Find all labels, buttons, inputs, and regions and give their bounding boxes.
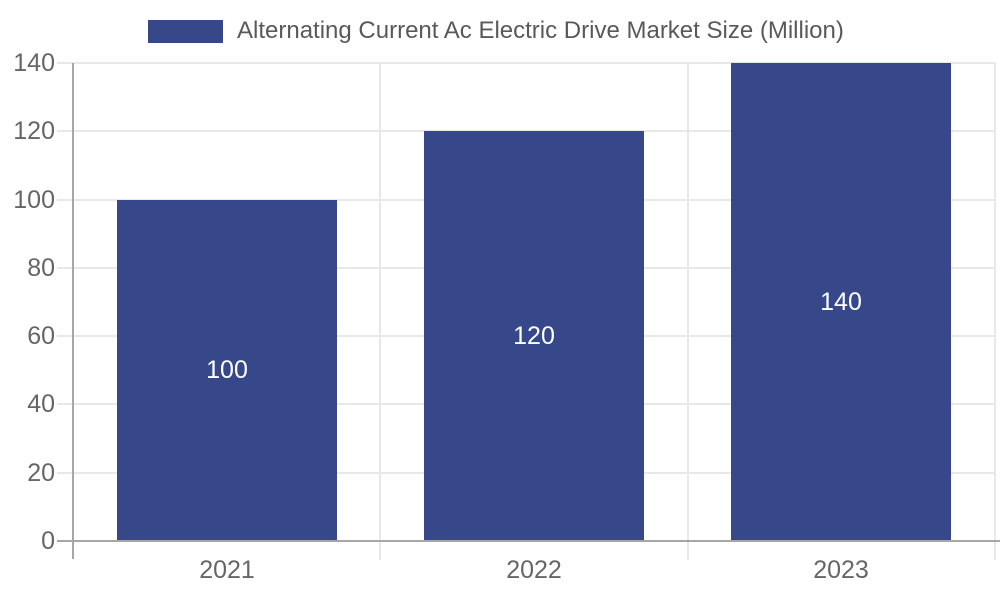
y-tick-label: 100 — [13, 186, 55, 214]
bar-value-label: 100 — [206, 356, 248, 384]
bar-value-label: 120 — [513, 322, 555, 350]
y-axis-line — [72, 63, 74, 559]
legend-label: Alternating Current Ac Electric Drive Ma… — [237, 17, 844, 44]
y-tick-label: 140 — [13, 49, 55, 77]
bar — [424, 131, 644, 541]
bar — [731, 63, 951, 541]
y-tick-label: 80 — [27, 254, 55, 282]
y-tick-label: 20 — [27, 459, 55, 487]
bar — [117, 200, 337, 541]
y-tick-label: 60 — [27, 322, 55, 350]
x-tick-label: 2023 — [813, 556, 869, 584]
x-tick-label: 2021 — [199, 556, 255, 584]
y-tick-label: 120 — [13, 117, 55, 145]
legend-item[interactable]: Alternating Current Ac Electric Drive Ma… — [148, 17, 844, 45]
y-tick-label: 40 — [27, 390, 55, 418]
bar-value-label: 140 — [820, 288, 862, 316]
y-tick-label: 0 — [41, 527, 55, 555]
x-tick-label: 2022 — [506, 556, 562, 584]
gridline-h — [57, 62, 995, 64]
gridline-v — [994, 63, 996, 560]
gridline-v — [687, 63, 689, 560]
x-axis-line — [57, 540, 1000, 542]
legend-swatch — [148, 19, 223, 43]
gridline-v — [379, 63, 381, 560]
